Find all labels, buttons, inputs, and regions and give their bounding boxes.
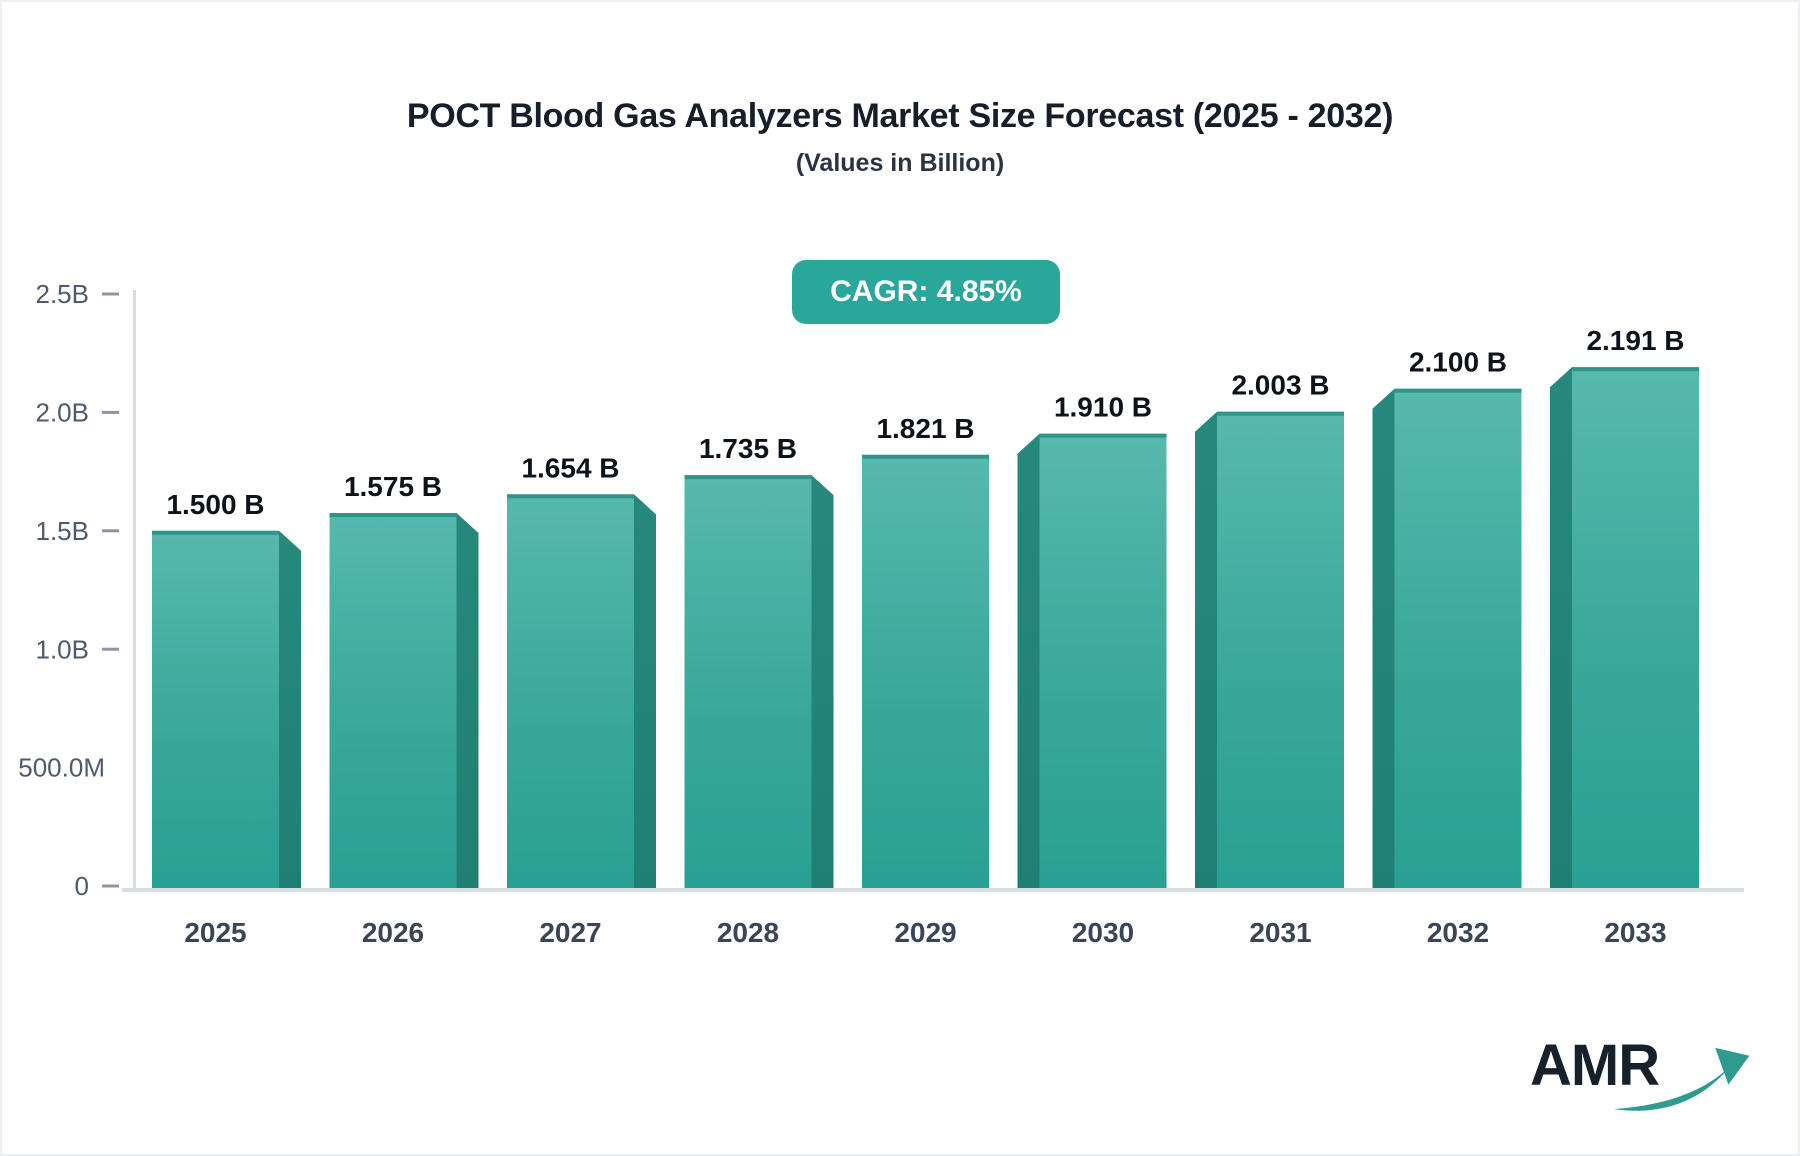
cagr-badge: CAGR: 4.85% bbox=[792, 260, 1060, 324]
y-tick-label: 1.5B bbox=[36, 516, 90, 546]
y-tick-dash bbox=[102, 884, 119, 888]
y-tick-dash bbox=[102, 292, 119, 296]
bar-side-2030 bbox=[1017, 433, 1040, 888]
bar-top-rim bbox=[862, 454, 989, 459]
bar-value-label: 2.003 B bbox=[1231, 370, 1329, 401]
bar-value-label: 2.100 B bbox=[1409, 347, 1507, 378]
bar-top-rim bbox=[507, 494, 634, 499]
chart-subtitle: (Values in Billion) bbox=[795, 149, 1005, 177]
bar-value-label: 1.654 B bbox=[521, 452, 619, 483]
bar-value-label: 2.191 B bbox=[1586, 325, 1684, 356]
bar-side-2032 bbox=[1372, 388, 1395, 888]
bar-value-label: 1.500 B bbox=[166, 489, 264, 520]
x-axis-label: 2026 bbox=[362, 917, 424, 948]
x-axis-label: 2032 bbox=[1427, 917, 1489, 948]
bar-2028 bbox=[684, 475, 812, 888]
x-axis-label: 2030 bbox=[1072, 917, 1134, 948]
bar-2033 bbox=[1572, 367, 1699, 888]
bar-value-label: 1.910 B bbox=[1054, 392, 1152, 423]
bar-top-rim bbox=[329, 513, 457, 518]
bar-2031 bbox=[1217, 411, 1344, 888]
x-axis-label: 2031 bbox=[1249, 917, 1311, 948]
bar-side-2026 bbox=[456, 513, 479, 888]
bar-top-rim bbox=[1039, 433, 1167, 438]
bar-top-rim bbox=[1572, 367, 1699, 372]
x-axis-line bbox=[122, 888, 1744, 892]
y-tick-label: 2.0B bbox=[36, 398, 90, 428]
bar-top-rim bbox=[684, 475, 812, 480]
y-tick-label: 2.5B bbox=[36, 279, 90, 309]
bar-value-label: 1.735 B bbox=[699, 433, 797, 464]
y-tick-label: 0 bbox=[75, 871, 89, 901]
y-axis-line bbox=[133, 290, 136, 890]
x-axis-label: 2025 bbox=[184, 917, 246, 948]
bar-2029 bbox=[862, 454, 989, 888]
bar-top-rim bbox=[1217, 411, 1344, 416]
y-tick-dash bbox=[102, 529, 119, 533]
x-axis-label: 2027 bbox=[539, 917, 601, 948]
amr-logo: AMR bbox=[1530, 1032, 1760, 1122]
growth-arrow-icon bbox=[1613, 1047, 1750, 1111]
y-tick-label: 1.0B bbox=[36, 634, 90, 664]
chart-title: POCT Blood Gas Analyzers Market Size For… bbox=[406, 97, 1394, 135]
bar-2032 bbox=[1394, 388, 1522, 888]
amr-logo-text: AMR bbox=[1530, 1033, 1660, 1098]
bar-side-2027 bbox=[634, 494, 656, 888]
bar-side-2028 bbox=[811, 475, 834, 888]
bar-side-2033 bbox=[1550, 367, 1572, 888]
bar-2027 bbox=[507, 494, 634, 888]
bar-2026 bbox=[329, 513, 457, 888]
y-tick-dash bbox=[102, 647, 119, 651]
bar-side-2031 bbox=[1195, 411, 1217, 888]
bar-side-2025 bbox=[279, 530, 301, 888]
bar-top-rim bbox=[1394, 388, 1522, 393]
bar-top-rim bbox=[152, 530, 279, 535]
x-axis-label: 2028 bbox=[717, 917, 779, 948]
y-tick-label: 500.0M bbox=[18, 753, 105, 783]
bar-2030 bbox=[1039, 433, 1167, 888]
bar-value-label: 1.821 B bbox=[876, 413, 974, 444]
bar-2025 bbox=[152, 530, 279, 888]
x-axis-label: 2033 bbox=[1604, 917, 1666, 948]
bar-value-label: 1.575 B bbox=[344, 471, 442, 502]
x-axis-label: 2029 bbox=[894, 917, 956, 948]
y-tick-dash bbox=[102, 410, 119, 414]
